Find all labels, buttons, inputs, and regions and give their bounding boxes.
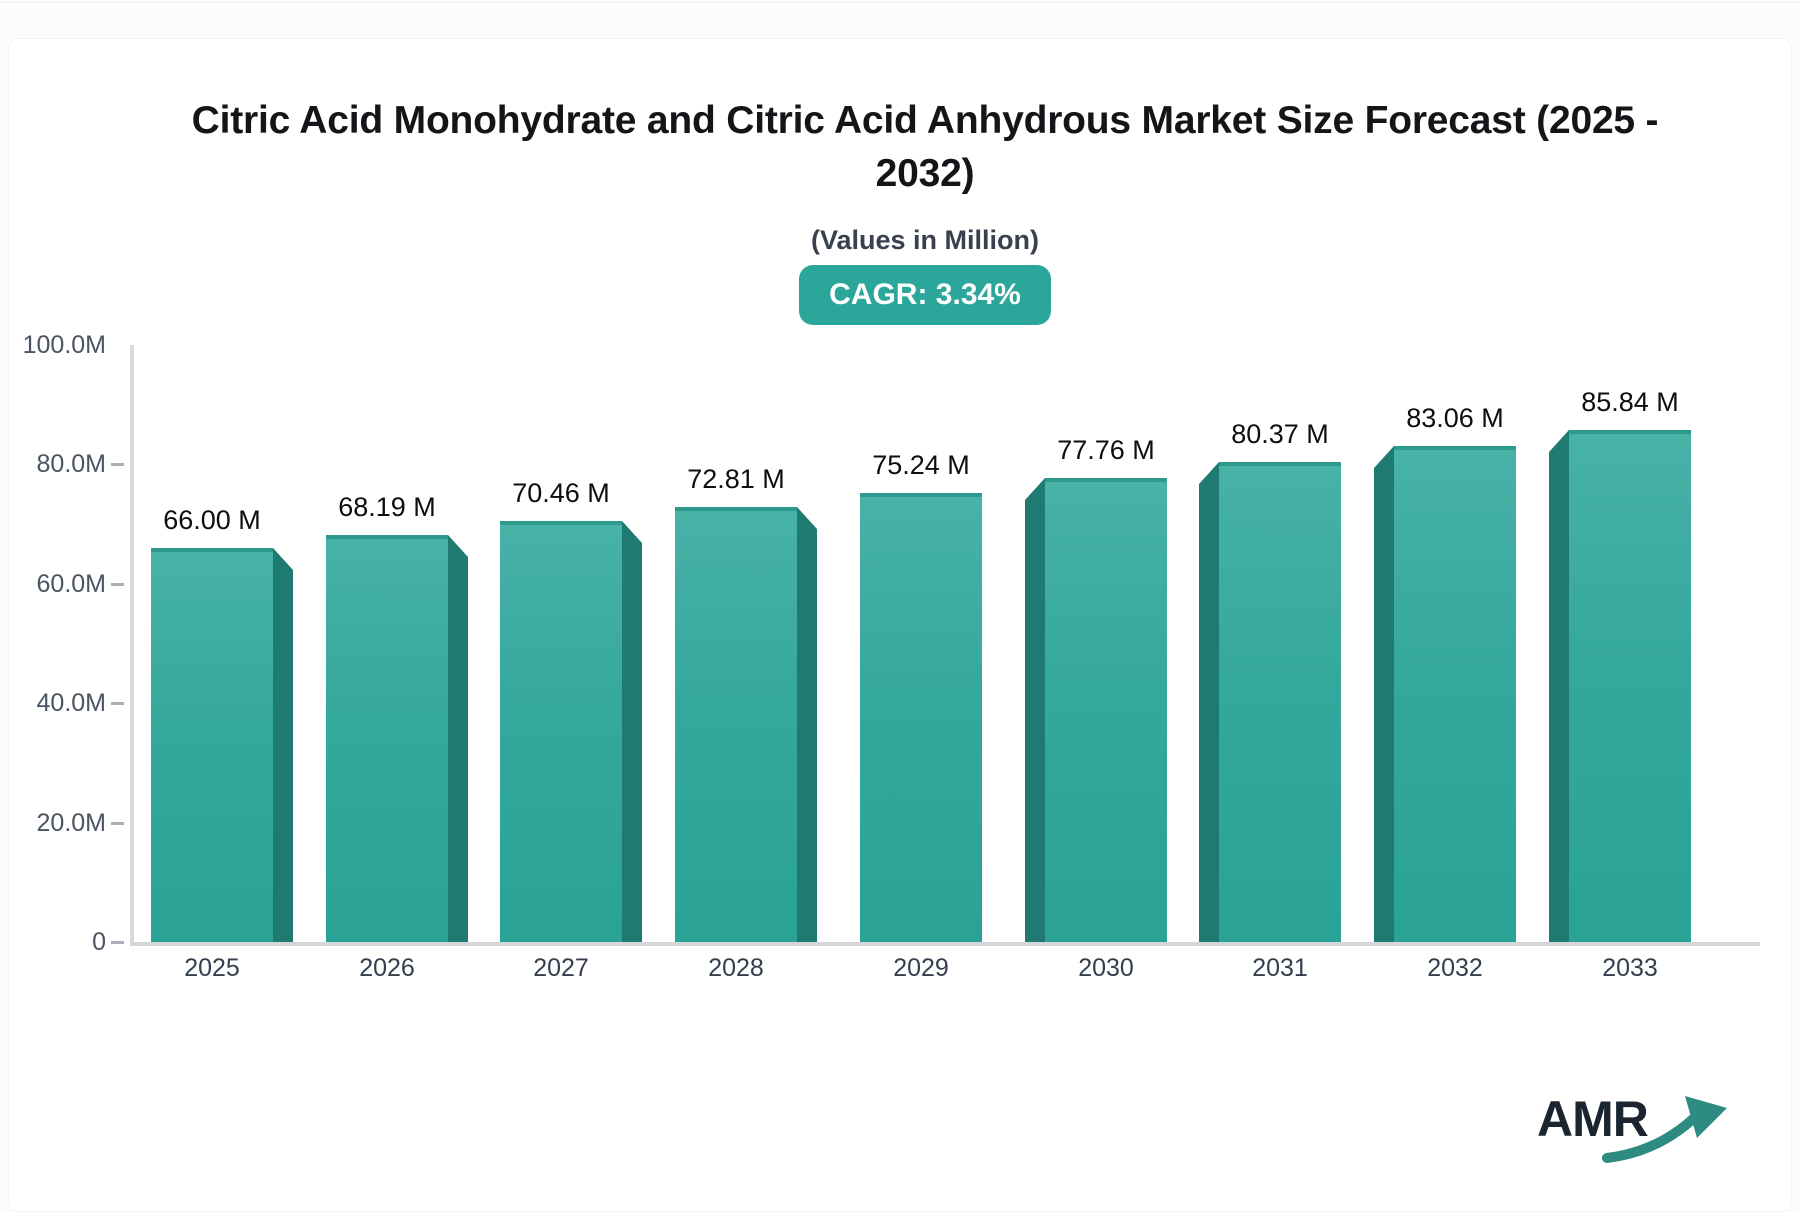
y-axis-label: 100.0M	[22, 331, 106, 359]
chart-subtitle: (Values in Million)	[810, 225, 1040, 255]
bar-value-label: 83.06 M	[1406, 403, 1504, 433]
bar-value-label: 68.19 M	[338, 492, 436, 522]
x-axis-label: 2031	[1252, 954, 1308, 982]
bar-2032: 83.06 M	[130, 345, 1760, 942]
bar-face	[326, 535, 448, 942]
bar-face	[500, 521, 622, 942]
bar-top-edge	[1045, 478, 1167, 482]
bar-face	[1569, 430, 1691, 942]
bar-value-label: 85.84 M	[1581, 387, 1679, 417]
bar-side-face	[1199, 462, 1219, 942]
plot-area: 66.00 M 68.19 M 70.46 M 72.81 M 75.24 M 77.76…	[130, 345, 1760, 942]
x-axis-label: 2030	[1078, 954, 1134, 982]
bar-2030: 77.76 M	[130, 345, 1760, 942]
x-axis-label: 2027	[533, 954, 589, 982]
y-axis-label: 60.0M	[36, 570, 106, 598]
bar-2025: 66.00 M	[130, 345, 1760, 942]
page-title: Citric Acid Monohydrate and Citric Acid …	[50, 94, 1800, 200]
bar-value-label: 75.24 M	[872, 450, 970, 480]
y-axis-tick	[111, 702, 124, 705]
x-axis-label: 2029	[893, 954, 949, 982]
bar-side-face	[1025, 478, 1045, 942]
bar-value-label: 77.76 M	[1057, 435, 1155, 465]
bar-face	[1394, 446, 1516, 942]
x-axis-label: 2032	[1427, 954, 1483, 982]
y-axis-tick	[111, 822, 124, 825]
bar-side-face	[273, 548, 293, 942]
bar-2026: 68.19 M	[130, 345, 1760, 942]
y-axis-label: 80.0M	[36, 450, 106, 478]
bar-top-edge	[860, 493, 982, 497]
bar-2029: 75.24 M	[130, 345, 1760, 942]
y-axis-label: 40.0M	[36, 689, 106, 717]
y-axis-tick	[111, 463, 124, 466]
x-axis-label: 2025	[184, 954, 240, 982]
bar-side-face	[797, 507, 817, 942]
bar-top-edge	[326, 535, 448, 539]
bar-side-face	[1374, 446, 1394, 942]
amr-logo-text: AMR	[1537, 1091, 1649, 1147]
page-title-line1: Citric Acid Monohydrate and Citric Acid …	[191, 99, 1659, 142]
bar-top-edge	[500, 521, 622, 525]
bar-2033: 85.84 M	[130, 345, 1760, 942]
bar-face	[1045, 478, 1167, 942]
bar-value-label: 72.81 M	[687, 464, 785, 494]
y-axis-line	[130, 345, 134, 946]
y-axis-tick	[111, 941, 124, 944]
bar-value-label: 66.00 M	[163, 505, 261, 535]
amr-logo-arrow-icon	[1602, 1096, 1727, 1163]
x-axis-labels: 2025 2026 2027 2028 2029 2030 2031 2032 2033	[130, 954, 1760, 990]
bar-2027: 70.46 M	[130, 345, 1760, 942]
y-axis-label: 20.0M	[36, 809, 106, 837]
bar-value-label: 80.37 M	[1231, 419, 1329, 449]
bar-face	[675, 507, 797, 942]
chart-header: Citric Acid Monohydrate and Citric Acid …	[0, 94, 1800, 325]
bar-top-edge	[151, 548, 273, 552]
bar-top-edge	[1569, 430, 1691, 434]
bar-face	[1219, 462, 1341, 942]
bar-2028: 72.81 M	[130, 345, 1760, 942]
bar-side-face	[1549, 430, 1569, 942]
bar-2031: 80.37 M	[130, 345, 1760, 942]
bar-side-face	[622, 521, 642, 942]
top-divider	[0, 2, 1800, 3]
page-title-line2: 2032)	[875, 152, 975, 195]
bar-side-face	[448, 535, 468, 942]
bar-face	[151, 548, 273, 942]
y-axis-label: 0	[92, 928, 106, 956]
x-axis-label: 2026	[359, 954, 415, 982]
bar-value-label: 70.46 M	[512, 478, 610, 508]
bar-face	[860, 493, 982, 942]
x-axis-line	[130, 942, 1760, 946]
bar-top-edge	[675, 507, 797, 511]
cagr-badge: CAGR: 3.34%	[799, 265, 1051, 325]
x-axis-label: 2033	[1602, 954, 1658, 982]
y-axis-tick	[111, 583, 124, 586]
bar-top-edge	[1219, 462, 1341, 466]
bar-top-edge	[1394, 446, 1516, 450]
amr-logo: AMR	[1537, 1090, 1737, 1180]
x-axis-label: 2028	[708, 954, 764, 982]
